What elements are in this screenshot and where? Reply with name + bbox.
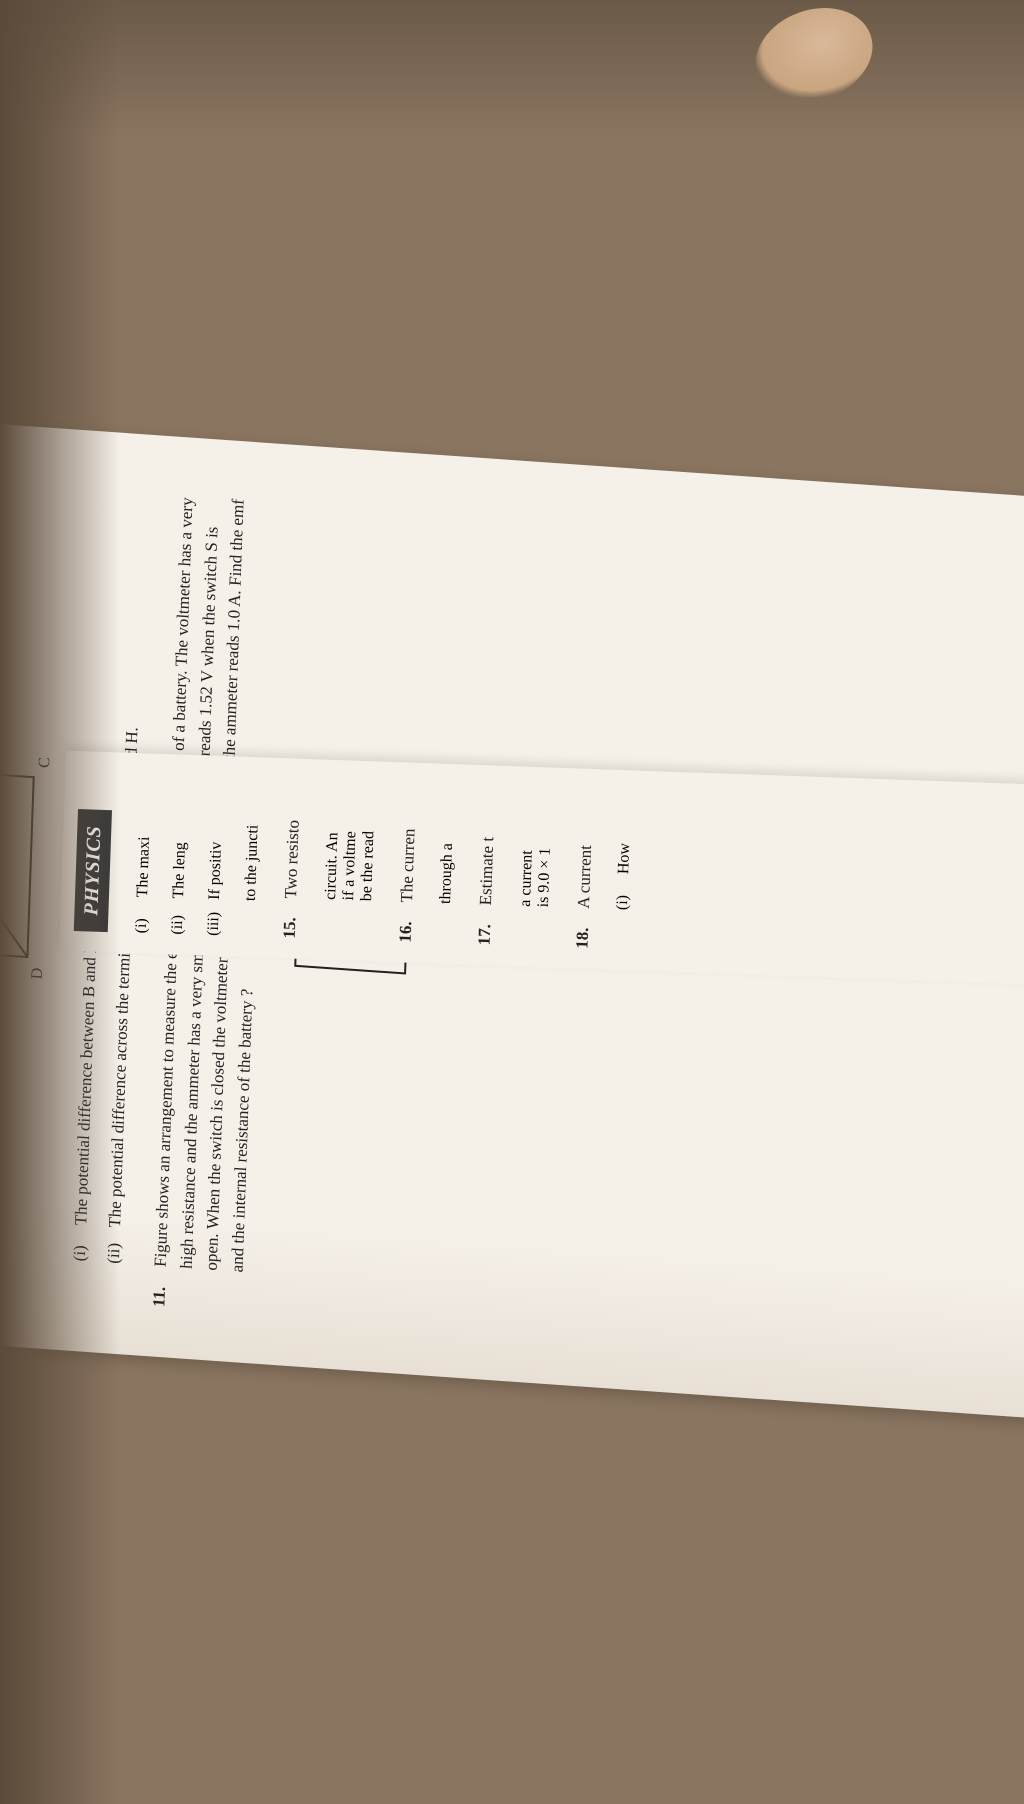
thumb-shadow <box>742 0 886 118</box>
part-number: (i) <box>67 1224 94 1262</box>
part-number: (ii) <box>100 1227 127 1265</box>
subject-badge: PHYSICS <box>74 809 112 932</box>
right-page-content: (i)The maxi (ii)The leng (iii)If positiv… <box>133 773 636 950</box>
photo-shadow <box>0 0 1024 140</box>
circuit-diagram-q10: A B C D E + − H − <box>0 725 65 999</box>
node-D: D <box>29 967 46 980</box>
node-C: C <box>36 757 53 769</box>
part-text: The potential difference between B and D… <box>68 911 104 1226</box>
